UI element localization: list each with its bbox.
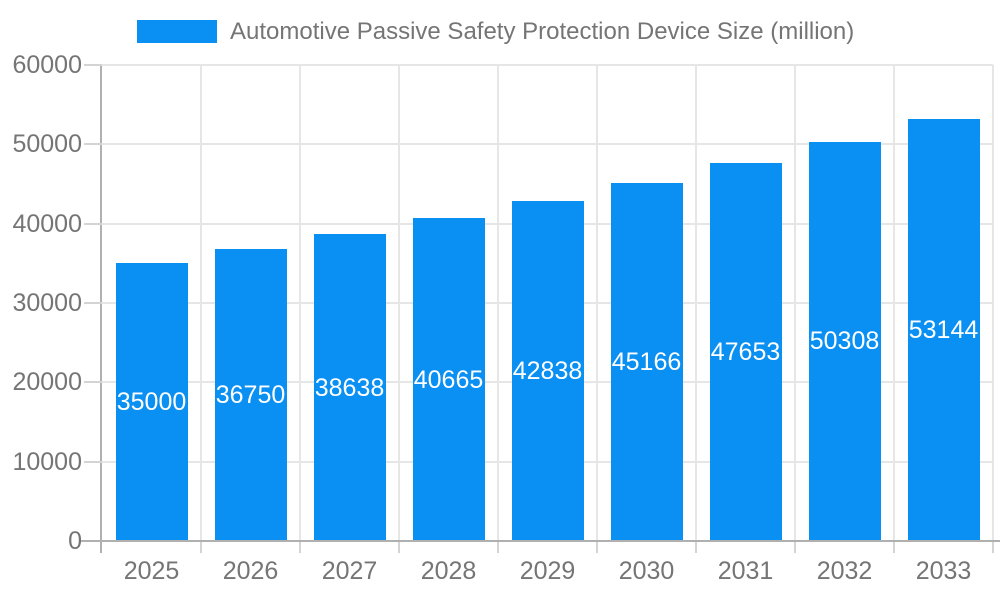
x-tick [794, 542, 796, 553]
y-tick-label: 40000 [12, 209, 82, 238]
y-tick [84, 222, 102, 225]
bar: 38638 [313, 234, 386, 541]
y-tick [84, 302, 102, 304]
bar: 47653 [709, 162, 782, 541]
bar-value-label: 38638 [314, 373, 385, 402]
x-tick [200, 542, 202, 553]
x-gridline [398, 65, 400, 541]
legend-swatch [137, 20, 217, 43]
bar-value-label: 50308 [809, 327, 880, 356]
x-tick [299, 542, 301, 553]
bar: 40665 [412, 218, 485, 541]
x-tick [398, 542, 400, 553]
y-tick-label: 30000 [12, 289, 82, 317]
x-tick [695, 542, 697, 553]
y-tick-label: 50000 [12, 130, 82, 159]
x-tick [893, 542, 895, 553]
bar: 35000 [115, 263, 188, 541]
x-tick [596, 542, 598, 553]
bar-value-label: 36750 [215, 381, 286, 410]
y-axis-line [100, 64, 102, 553]
x-gridline [695, 65, 697, 541]
x-tick-label: 2030 [618, 557, 675, 585]
legend-label: Automotive Passive Safety Protection Dev… [230, 18, 855, 45]
bar: 36750 [214, 249, 287, 541]
x-tick-label: 2032 [816, 557, 873, 585]
bar: 50308 [808, 141, 881, 541]
x-tick-label: 2029 [519, 557, 576, 585]
y-tick [84, 64, 102, 66]
x-axis-line [80, 540, 1000, 542]
bar-value-label: 40665 [413, 365, 484, 394]
x-tick-label: 2031 [717, 557, 774, 585]
bar-value-label: 47653 [710, 337, 781, 366]
y-gridline [102, 143, 993, 146]
x-tick-label: 2033 [915, 557, 972, 585]
x-gridline [497, 65, 499, 541]
x-gridline [299, 65, 301, 541]
x-tick [992, 542, 994, 553]
bar-value-label: 45166 [611, 347, 682, 376]
bar-value-label: 53144 [908, 316, 979, 345]
x-tick-label: 2027 [321, 557, 378, 585]
x-tick [497, 542, 499, 553]
x-tick-label: 2028 [420, 557, 477, 585]
y-tick-label: 20000 [12, 368, 82, 397]
bar-value-label: 35000 [116, 388, 187, 417]
bar-value-label: 42838 [512, 357, 583, 386]
x-gridline [200, 65, 202, 541]
y-tick [84, 460, 102, 463]
x-gridline [992, 65, 994, 541]
y-tick-label: 10000 [12, 447, 82, 476]
x-gridline [596, 65, 598, 541]
y-tick-label: 0 [68, 527, 82, 555]
bar: 42838 [511, 201, 584, 541]
bar: 45166 [610, 182, 683, 541]
y-tick-label: 60000 [12, 51, 82, 79]
y-gridline [102, 64, 993, 66]
plot-area: 35000 36750 38638 40665 42838 45166 47653 50308… [102, 64, 994, 541]
y-tick [84, 143, 102, 146]
bar: 53144 [907, 119, 980, 541]
x-tick-label: 2026 [222, 557, 279, 585]
x-gridline [893, 65, 895, 541]
x-tick-label: 2025 [123, 557, 180, 585]
y-tick [84, 381, 102, 384]
x-gridline [794, 65, 796, 541]
